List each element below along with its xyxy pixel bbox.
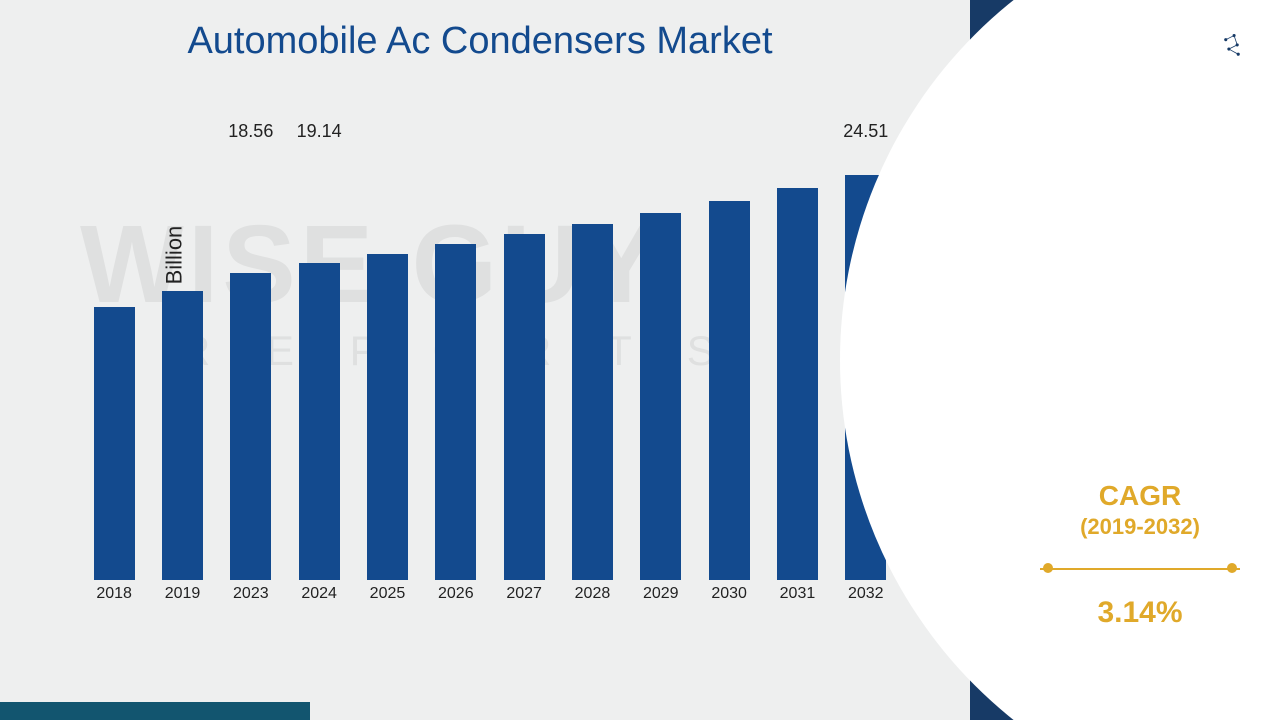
cagr-value: 3.14% [1030,596,1250,630]
chart-title: Automobile Ac Condensers Market [0,20,960,63]
bar [640,213,681,580]
bar-2026 [422,150,490,580]
bar-2019 [148,150,216,580]
x-axis-labels: 2018201920232024202520262027202820292030… [80,585,900,603]
bar [299,263,340,580]
logo-main-row: WISE GUY [1014,22,1258,74]
cagr-line [1040,558,1240,578]
x-tick-label: 2026 [422,585,490,603]
bars-group: 18.5619.1424.51 [80,150,900,580]
x-tick-label: 2028 [558,585,626,603]
head-icon [1206,22,1258,74]
bar [162,291,203,580]
x-tick-label: 2023 [217,585,285,603]
x-tick-label: 2032 [832,585,900,603]
bar-value-label: 18.56 [228,121,273,142]
bar [572,224,613,580]
plot-area: 18.5619.1424.51 [80,150,900,580]
x-tick-label: 2024 [285,585,353,603]
x-tick-label: 2019 [148,585,216,603]
bar-value-label: 19.14 [297,121,342,142]
footer-bar [0,702,310,720]
bar-2025 [353,150,421,580]
logo-sub-text: R E P O R T S [1014,72,1258,88]
bar [777,188,818,580]
bar [94,307,135,580]
x-tick-label: 2025 [353,585,421,603]
bar-2023: 18.56 [217,150,285,580]
bar-2024: 19.14 [285,150,353,580]
sidebar: WISE GUY R E P O R T S CAGR (2019-2032) [970,0,1280,720]
cagr-box: CAGR (2019-2032) 3.14% [1030,480,1250,630]
bar [709,201,750,580]
bar-2030 [695,150,763,580]
bar-value-label: 24.51 [843,121,888,142]
bar-2028 [558,150,626,580]
bar [367,254,408,580]
bar-2018 [80,150,148,580]
chart-container: WISE GUY R E P O R T S Automobile Ac Con… [0,0,1280,720]
x-tick-label: 2027 [490,585,558,603]
bar-2027 [490,150,558,580]
bar [230,273,271,580]
logo-main-text: WISE GUY [1014,29,1200,68]
x-tick-label: 2031 [763,585,831,603]
cagr-range: (2019-2032) [1030,514,1250,540]
bar [435,244,476,580]
cagr-title: CAGR [1030,480,1250,512]
bar-2029 [627,150,695,580]
brand-logo: WISE GUY R E P O R T S [1014,22,1258,88]
bar-2031 [763,150,831,580]
x-tick-label: 2018 [80,585,148,603]
x-tick-label: 2029 [627,585,695,603]
bar [504,234,545,580]
x-tick-label: 2030 [695,585,763,603]
